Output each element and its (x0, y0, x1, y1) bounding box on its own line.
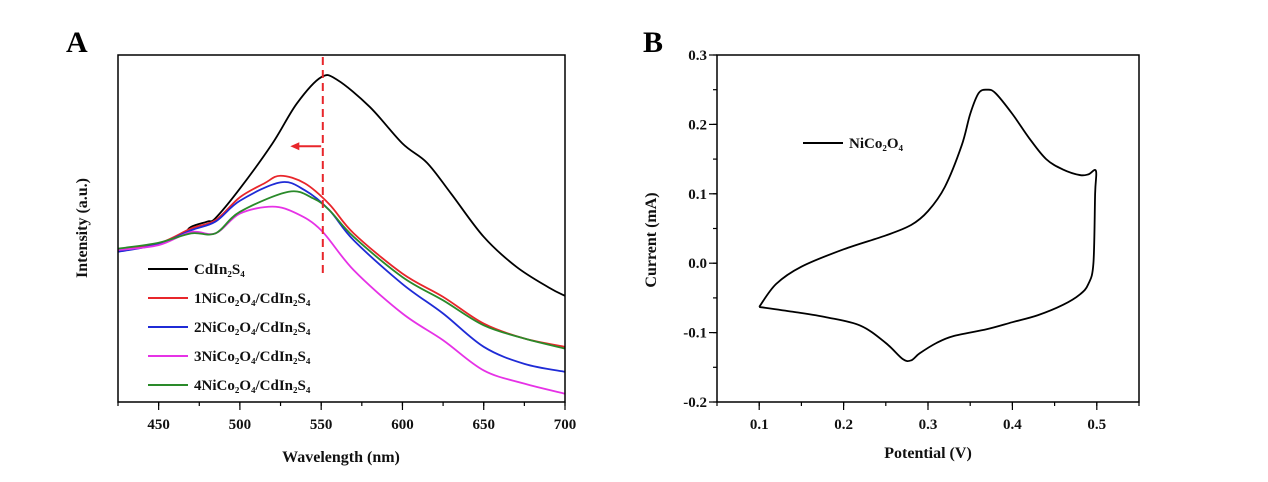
plot-frame (716, 54, 1140, 403)
chart-b-xlabel: Potential (V) (884, 445, 972, 462)
y-tick-label: -0.2 (683, 395, 707, 411)
legend-label-1: 1NiCo₂O₄/CdIn₂S₄ (194, 291, 311, 307)
chart-b-plot: 0.1 0.2 0.3 0.4 0.5 -0.2 -0.1 0.0 0.1 0.2 0.3 NiCo₂… (683, 48, 1140, 433)
series-line-3 (117, 205, 566, 395)
x-tick-label: 0.4 (1003, 417, 1022, 433)
y-tick-label: 0.1 (688, 187, 707, 203)
y-tick-label: 0.3 (688, 48, 707, 64)
chart-a-ylabel: Intensity (a.u.) (74, 178, 91, 278)
chart-a-xlabel: Wavelength (nm) (282, 449, 400, 466)
legend-label-0: CdIn₂S₄ (194, 262, 245, 278)
legend-label-3: 3NiCo₂O₄/CdIn₂S₄ (194, 349, 311, 365)
series-line-1 (117, 174, 566, 348)
x-tick-label: 0.3 (919, 417, 938, 433)
plot-frame (117, 54, 566, 403)
legend-label-4: 4NiCo₂O₄/CdIn₂S₄ (194, 378, 311, 394)
panel-label-b: B (643, 26, 663, 59)
x-tick-label: 450 (147, 417, 170, 433)
chart-a-plot: 450 500 550 600 650 700 CdIn₂S₄ 1NiCo₂O₄/CdIn₂S… (117, 54, 577, 433)
x-tick-label: 700 (554, 417, 577, 433)
series-line-0 (117, 74, 566, 297)
series-line-0 (758, 88, 1098, 362)
x-tick-label: 0.5 (1087, 417, 1106, 433)
legend-label-2: 2NiCo₂O₄/CdIn₂S₄ (194, 320, 311, 336)
series-line-4 (117, 190, 566, 350)
y-tick-label: 0.0 (688, 256, 707, 272)
shift-arrow-head-icon (290, 142, 300, 151)
x-tick-label: 650 (472, 417, 495, 433)
panel-label-a: A (66, 26, 88, 59)
x-tick-label: 550 (310, 417, 333, 433)
x-tick-label: 600 (391, 417, 414, 433)
y-tick-label: 0.2 (688, 117, 707, 133)
chart-b-ylabel: Current (mA) (643, 192, 660, 287)
x-tick-label: 0.1 (750, 417, 769, 433)
series-line-2 (117, 181, 566, 373)
legend-label-0: NiCo₂O₄ (849, 136, 903, 152)
x-tick-label: 0.2 (834, 417, 853, 433)
x-tick-label: 500 (229, 417, 252, 433)
y-tick-label: -0.1 (683, 326, 707, 342)
